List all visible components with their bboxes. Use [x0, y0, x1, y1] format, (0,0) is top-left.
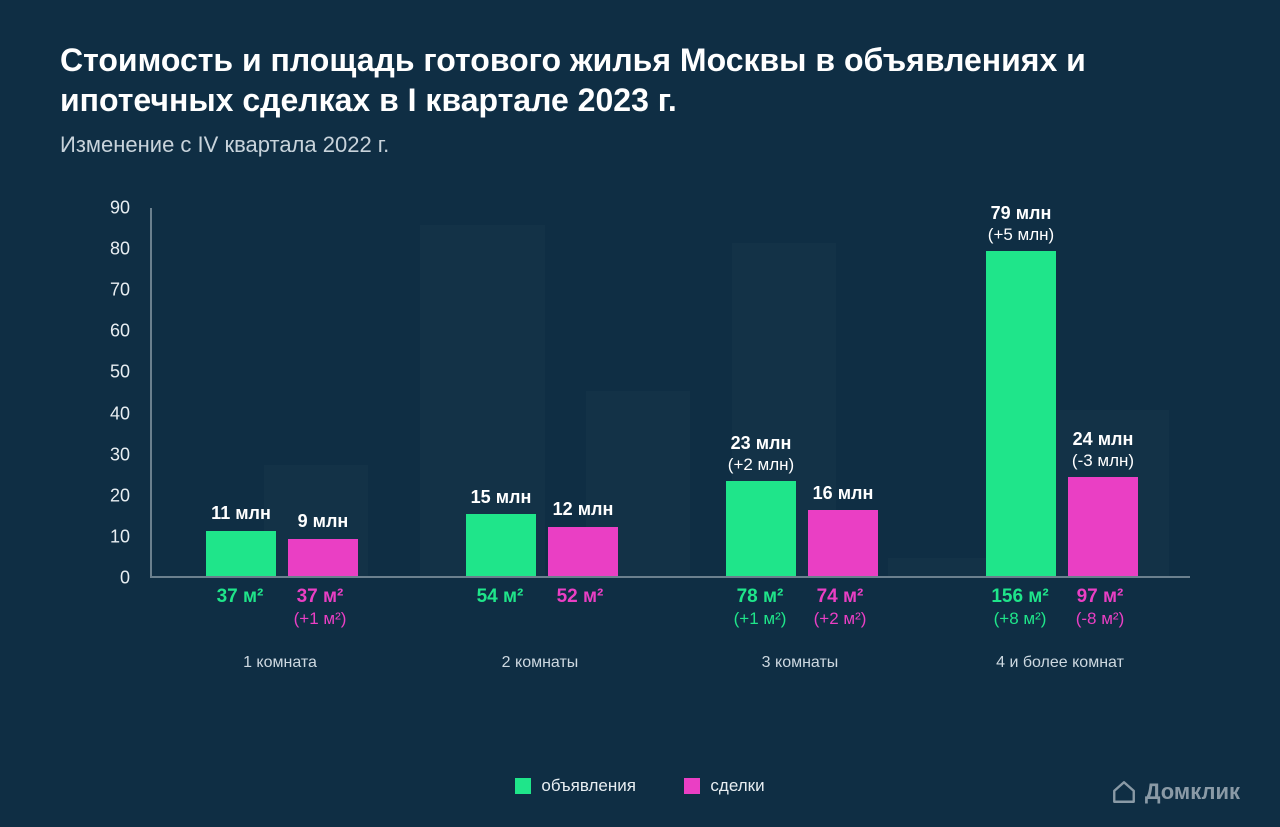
chart-area: 0102030405060708090 11 млн9 млн15 млн12 … — [90, 208, 1190, 578]
brand-text: Домклик — [1145, 779, 1240, 805]
bar — [986, 251, 1056, 576]
category-label: 1 комната — [180, 654, 380, 672]
bar — [548, 527, 618, 576]
legend-label-listings: объявления — [541, 776, 636, 796]
bar — [808, 510, 878, 576]
area-label-row: 37 м² 37 м²(+1 м²) — [180, 586, 380, 629]
chart-title: Стоимость и площадь готового жилья Москв… — [60, 40, 1220, 120]
bar — [288, 539, 358, 576]
category-label: 2 комнаты — [440, 654, 640, 672]
bar-value-label: 24 млн(-3 млн) — [1043, 429, 1163, 471]
bar-value-label: 9 млн — [263, 511, 383, 533]
y-tick: 20 — [110, 485, 130, 506]
bar — [206, 531, 276, 576]
y-tick: 60 — [110, 321, 130, 342]
category-label: 4 и более комнат — [960, 654, 1160, 672]
legend-swatch-listings — [515, 778, 531, 794]
y-tick: 40 — [110, 403, 130, 424]
y-tick: 30 — [110, 444, 130, 465]
y-tick: 90 — [110, 198, 130, 219]
y-tick: 0 — [120, 568, 130, 589]
house-icon — [1111, 779, 1137, 805]
y-tick: 80 — [110, 239, 130, 260]
area-label-row: 156 м²(+8 м²)97 м²(-8 м²) — [960, 586, 1160, 629]
chart-container: Стоимость и площадь готового жилья Москв… — [0, 0, 1280, 827]
bar-value-label: 79 млн(+5 млн) — [961, 203, 1081, 245]
bar-value-label: 12 млн — [523, 499, 643, 521]
chart-subtitle: Изменение с IV квартала 2022 г. — [60, 132, 1220, 158]
y-tick: 50 — [110, 362, 130, 383]
brand-logo: Домклик — [1111, 779, 1240, 805]
area-label-row: 54 м² 52 м² — [440, 586, 640, 629]
legend-item-listings: объявления — [515, 776, 636, 796]
bar — [466, 514, 536, 576]
y-tick: 70 — [110, 280, 130, 301]
y-tick: 10 — [110, 526, 130, 547]
plot-area: 11 млн9 млн15 млн12 млн23 млн(+2 млн)16 … — [150, 208, 1190, 578]
bar-value-label: 23 млн(+2 млн) — [701, 433, 821, 475]
bar-value-label: 16 млн — [783, 483, 903, 505]
legend-swatch-deals — [684, 778, 700, 794]
legend: объявления сделки — [0, 776, 1280, 799]
legend-item-deals: сделки — [684, 776, 764, 796]
area-label-row: 78 м²(+1 м²)74 м²(+2 м²) — [700, 586, 900, 629]
legend-label-deals: сделки — [710, 776, 764, 796]
bar — [1068, 477, 1138, 576]
y-axis: 0102030405060708090 — [90, 208, 140, 578]
category-label: 3 комнаты — [700, 654, 900, 672]
